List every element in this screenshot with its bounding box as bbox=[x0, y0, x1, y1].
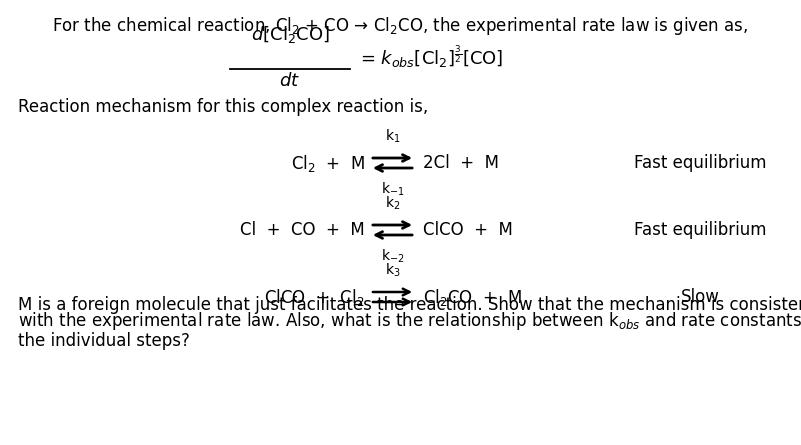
Text: with the experimental rate law. Also, what is the relationship between k$_{obs}$: with the experimental rate law. Also, wh… bbox=[18, 310, 801, 332]
Text: 2Cl  +  M: 2Cl + M bbox=[423, 154, 499, 172]
Text: Fast equilibrium: Fast equilibrium bbox=[634, 154, 767, 172]
Text: ClCO  +  M: ClCO + M bbox=[423, 221, 513, 239]
Text: Reaction mechanism for this complex reaction is,: Reaction mechanism for this complex reac… bbox=[18, 98, 429, 116]
Text: For the chemical reaction, Cl$_2$ + CO → Cl$_2$CO, the experimental rate law is : For the chemical reaction, Cl$_2$ + CO →… bbox=[52, 15, 748, 37]
Text: Cl  +  CO  +  M: Cl + CO + M bbox=[240, 221, 365, 239]
Text: = $k_{obs}$[Cl$_2$]$^{\frac{3}{2}}$[CO]: = $k_{obs}$[Cl$_2$]$^{\frac{3}{2}}$[CO] bbox=[360, 44, 504, 70]
Text: Fast equilibrium: Fast equilibrium bbox=[634, 221, 767, 239]
Text: M is a foreign molecule that just facilitates the reaction. Show that the mechan: M is a foreign molecule that just facili… bbox=[18, 296, 801, 314]
Text: $d$[Cl$_2$CO]: $d$[Cl$_2$CO] bbox=[251, 24, 329, 45]
Text: ClCO  +  Cl$_2$: ClCO + Cl$_2$ bbox=[264, 287, 365, 307]
Text: Slow: Slow bbox=[681, 288, 719, 306]
Text: Cl$_2$CO  +  M: Cl$_2$CO + M bbox=[423, 287, 521, 307]
Text: k$_1$: k$_1$ bbox=[384, 128, 400, 145]
Text: Cl$_2$  +  M: Cl$_2$ + M bbox=[291, 153, 365, 174]
Text: k$_3$: k$_3$ bbox=[384, 262, 400, 279]
Text: k$_{-1}$: k$_{-1}$ bbox=[380, 181, 405, 198]
Text: the individual steps?: the individual steps? bbox=[18, 332, 190, 350]
Text: k$_2$: k$_2$ bbox=[384, 194, 400, 212]
Text: k$_{-2}$: k$_{-2}$ bbox=[380, 248, 405, 265]
Text: $dt$: $dt$ bbox=[280, 72, 300, 90]
